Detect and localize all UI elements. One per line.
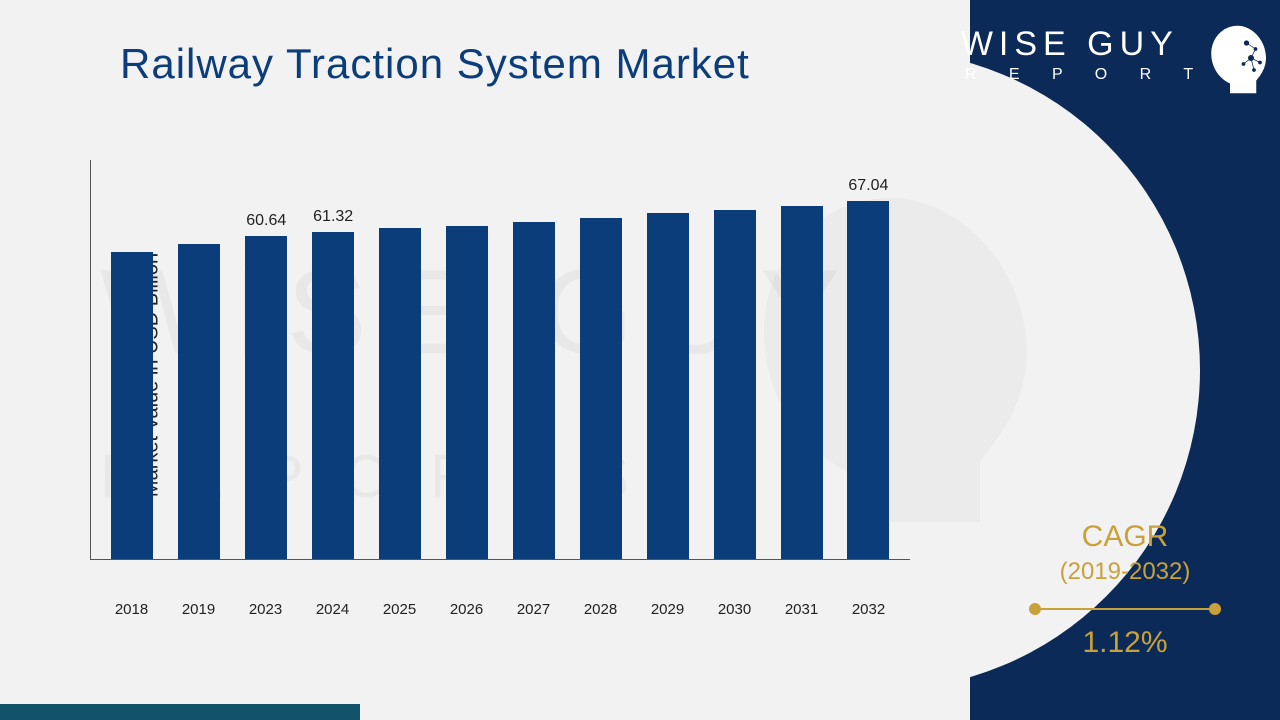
bar [580,218,622,559]
x-axis-label: 2031 [773,601,831,618]
bar-wrap: 67.04 [839,201,897,559]
bar-wrap [572,218,630,559]
x-axis-label: 2026 [438,601,496,618]
bar-wrap [639,213,697,559]
chart-title: Railway Traction System Market [120,40,750,88]
bar-wrap: 60.64 [237,236,295,559]
bar [379,228,421,559]
bar [781,206,823,559]
x-axis-label: 2027 [505,601,563,618]
x-labels-container: 2018 2019 2023 2024 2025 2026 2027 2028 2029 2030… [90,601,910,618]
bar [714,210,756,559]
bar-wrap [706,210,764,559]
chart-area: Market Value in USD Billion 60.6461.3267… [60,160,910,590]
x-axis-label: 2028 [572,601,630,618]
x-axis-label: 2029 [639,601,697,618]
bar [111,252,153,559]
bar-wrap [170,244,228,559]
cagr-block: CAGR (2019-2032) 1.12% [1010,520,1240,660]
bar-wrap [371,228,429,559]
bar-wrap [505,222,563,559]
x-axis-label: 2032 [840,601,898,618]
cagr-label: CAGR [1010,520,1240,554]
x-axis-label: 2018 [103,601,161,618]
bar [312,232,354,559]
bar-wrap [103,252,161,559]
bar [245,236,287,559]
cagr-divider [1035,608,1215,610]
x-axis-label: 2019 [170,601,228,618]
bar-wrap [773,206,831,559]
x-axis-label: 2025 [371,601,429,618]
bar-wrap [438,226,496,559]
x-axis-label: 2024 [304,601,362,618]
bar [847,201,889,559]
infographic-stage: WISE GUYREPORTS Railway Traction System … [0,0,1280,720]
x-axis-label: 2030 [706,601,764,618]
bar [513,222,555,559]
bar-wrap: 61.32 [304,232,362,559]
bar-value-label: 67.04 [848,177,888,195]
bar [647,213,689,559]
bar-value-label: 60.64 [246,212,286,230]
plot-region: 60.6461.3267.04 [90,160,910,560]
cagr-range: (2019-2032) [1010,558,1240,586]
bar [178,244,220,559]
bottom-bar [0,704,360,720]
brand-head-icon [1200,22,1275,97]
bars-container: 60.6461.3267.04 [91,160,910,559]
cagr-value: 1.12% [1010,626,1240,660]
bar [446,226,488,559]
bar-value-label: 61.32 [313,208,353,226]
x-axis-label: 2023 [237,601,295,618]
